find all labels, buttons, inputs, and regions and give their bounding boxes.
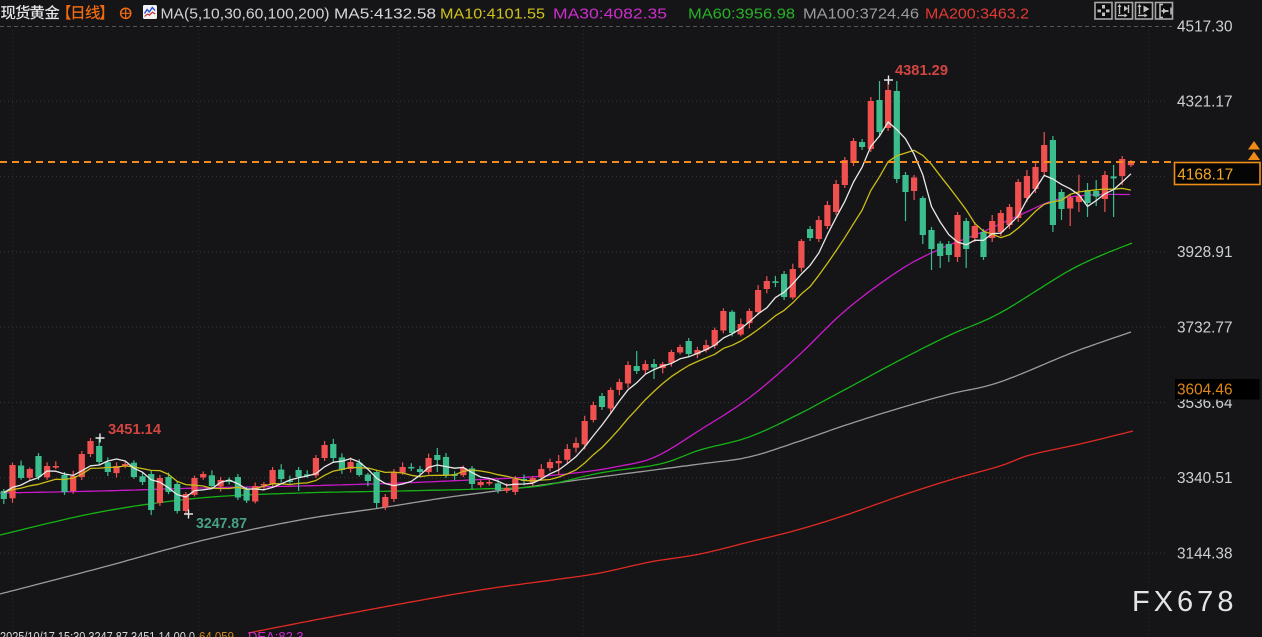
svg-text:4517.30: 4517.30: [1177, 18, 1233, 35]
svg-text:3451.14: 3451.14: [108, 422, 161, 438]
svg-text:3928.91: 3928.91: [1177, 244, 1233, 261]
svg-text:MA10:4101.55: MA10:4101.55: [440, 6, 545, 23]
svg-text:3247.87: 3247.87: [196, 516, 247, 532]
svg-text:3732.77: 3732.77: [1177, 320, 1233, 337]
svg-text:4168.17: 4168.17: [1177, 166, 1233, 183]
svg-text:MA5:4132.58: MA5:4132.58: [334, 6, 436, 23]
svg-text:4321.17: 4321.17: [1177, 94, 1233, 111]
svg-text:MA30:4082.35: MA30:4082.35: [553, 6, 667, 23]
svg-text:3604.46: 3604.46: [1177, 382, 1233, 399]
svg-text:3340.51: 3340.51: [1177, 470, 1233, 487]
svg-text:MA100:3724.46: MA100:3724.46: [803, 6, 919, 23]
svg-text:MA200:3463.2: MA200:3463.2: [925, 6, 1029, 23]
svg-text:MA60:3956.98: MA60:3956.98: [688, 6, 795, 23]
svg-text:3144.38: 3144.38: [1177, 545, 1233, 562]
svg-text:DEA:82.3: DEA:82.3: [248, 629, 304, 637]
svg-text:2025/10/17 15:30 3247.87 3451.: 2025/10/17 15:30 3247.87 3451.14 00.0: [0, 629, 195, 637]
svg-text:MA(5,10,30,60,100,200): MA(5,10,30,60,100,200): [161, 6, 330, 23]
svg-text:FX678: FX678: [1132, 586, 1237, 618]
svg-text:64.059: 64.059: [199, 629, 234, 637]
svg-text:4381.29: 4381.29: [895, 63, 948, 79]
